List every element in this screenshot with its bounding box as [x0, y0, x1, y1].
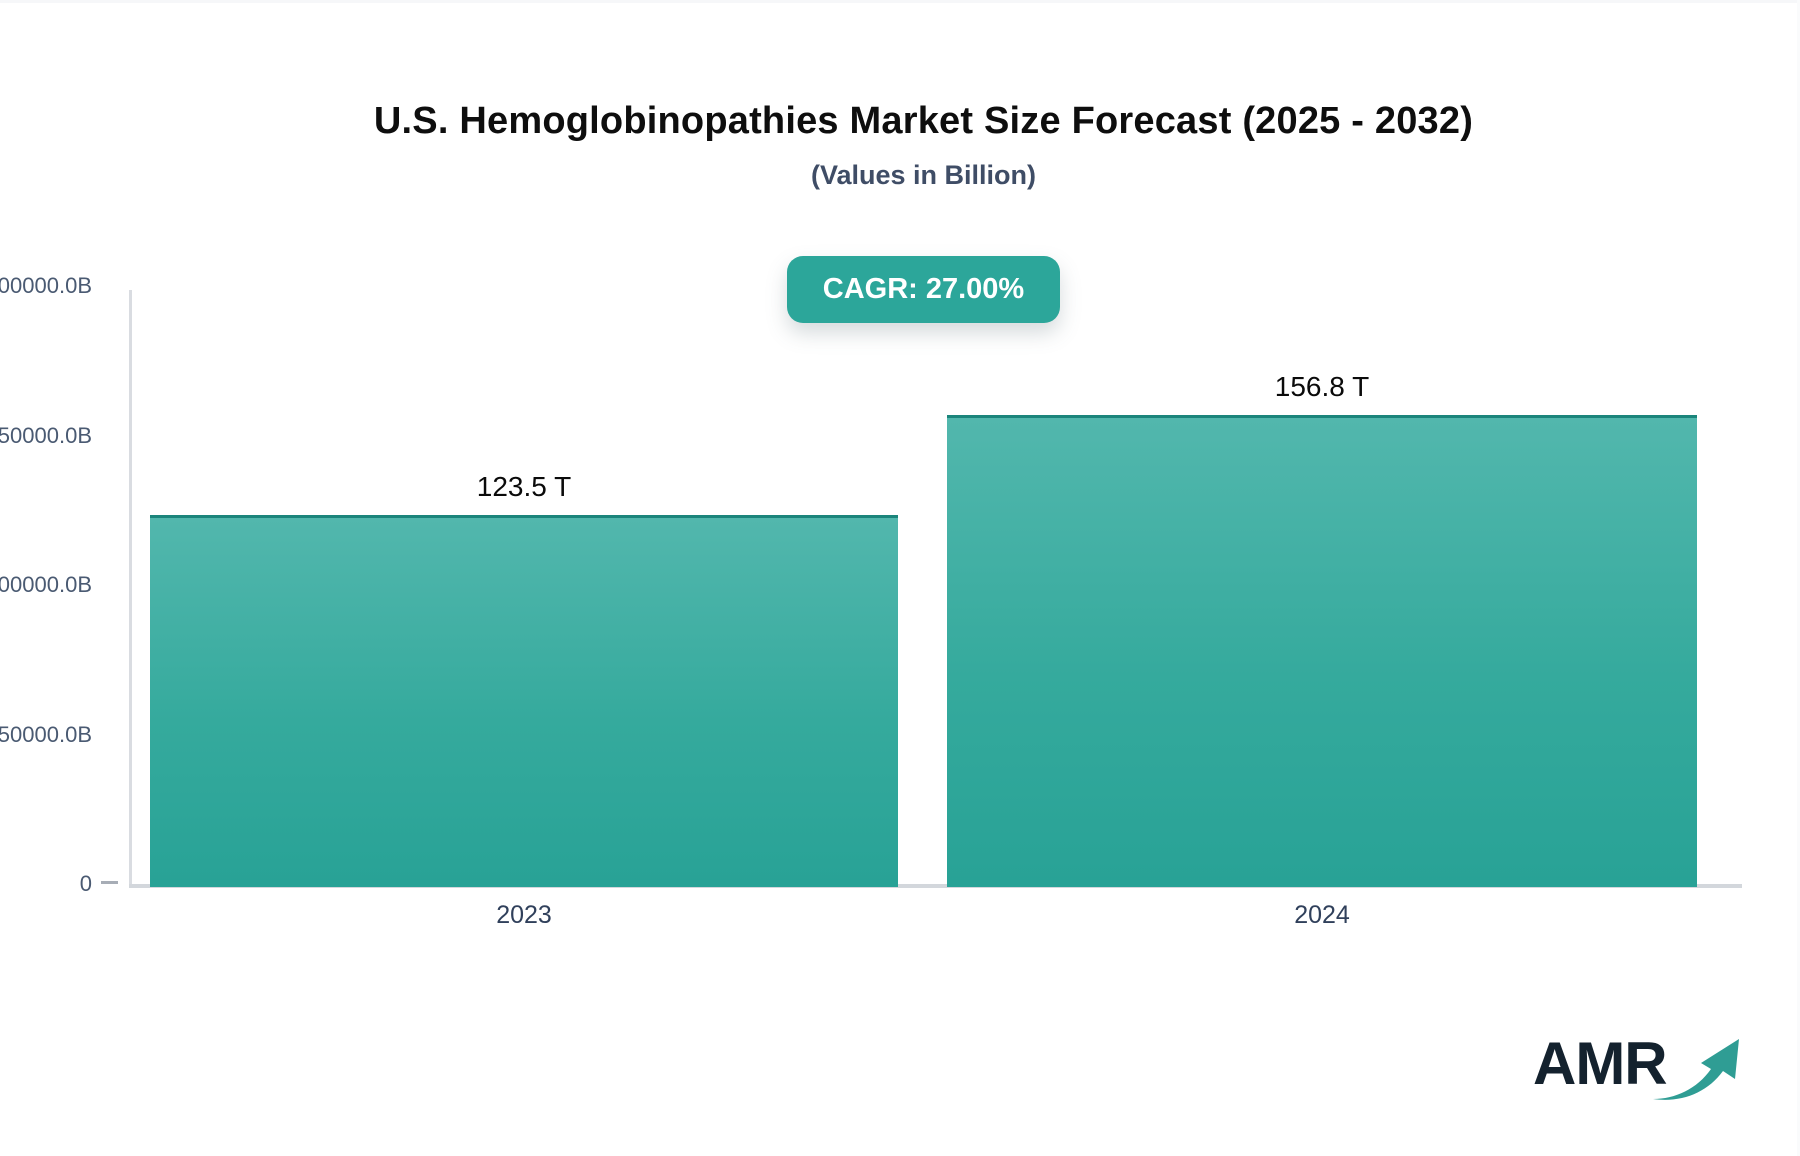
y-axis-line: [129, 290, 132, 888]
y-tick-label: 0: [79, 871, 92, 896]
zero-tick-mark: [101, 881, 118, 884]
amr-logo: AMR: [1533, 1033, 1753, 1123]
top-edge-divider: [0, 0, 1800, 3]
growth-arrow-icon: [1653, 1039, 1739, 1100]
x-axis-line: [129, 884, 1742, 888]
y-tick-label: 150000.0B: [0, 422, 92, 448]
x-tick-label-2023: 2023: [496, 901, 552, 929]
amr-logo-text: AMR: [1533, 1030, 1668, 1097]
chart-title: U.S. Hemoglobinopathies Market Size Fore…: [373, 100, 1474, 142]
chart-subtitle: (Values in Billion): [810, 160, 1037, 190]
bar-value-label-2024: 156.8 T: [1274, 371, 1370, 403]
x-tick-label-2024: 2024: [1294, 901, 1350, 929]
bar-2024: [947, 415, 1697, 887]
cagr-badge: CAGR: 27.00%: [786, 256, 1061, 323]
right-edge-divider: [1797, 0, 1800, 1156]
cagr-badge-row: CAGR: 27.00%: [131, 256, 1716, 323]
bar-value-label-2023: 123.5 T: [476, 470, 572, 502]
y-tick-label: 50000.0B: [0, 721, 92, 747]
bar-2023: [150, 514, 898, 887]
y-tick-label: 100000.0B: [0, 572, 92, 597]
y-tick-label: 200000.0B: [0, 273, 92, 298]
